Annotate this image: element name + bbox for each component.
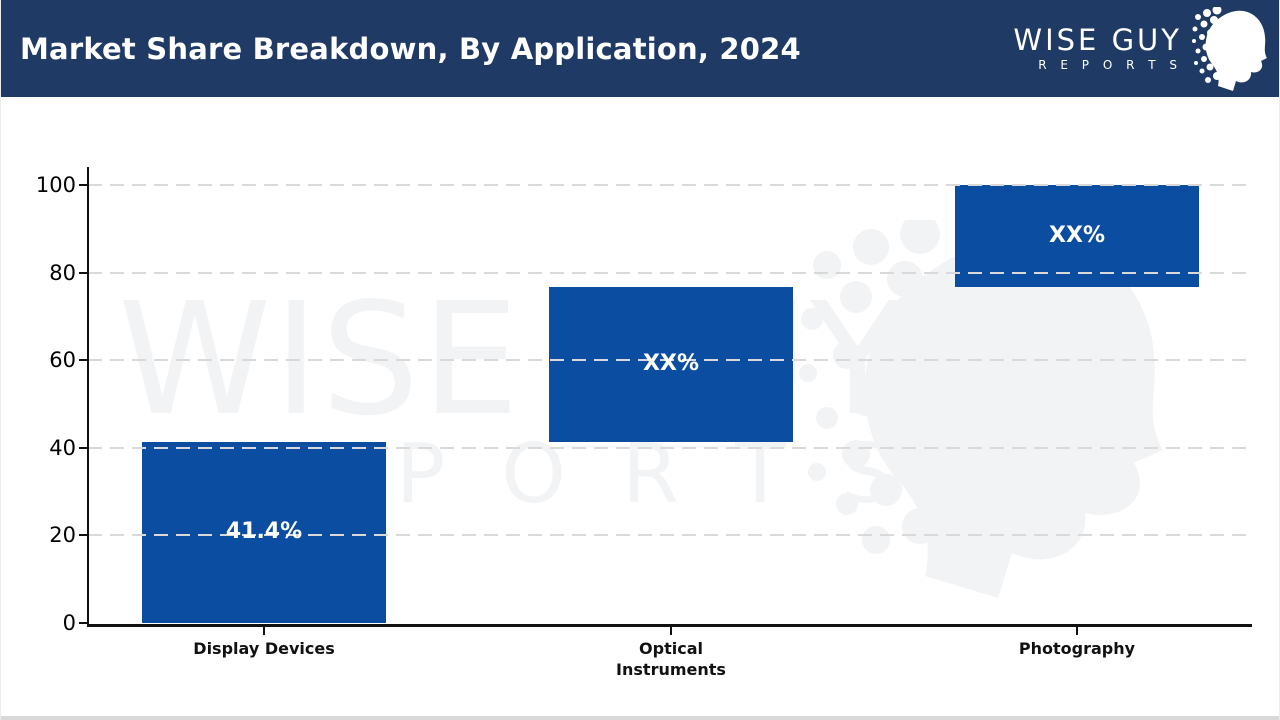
logo-text: WISE GUY R E P O R T S <box>1013 23 1182 72</box>
x-tick-mark <box>670 627 672 635</box>
y-tick-label: 20 <box>49 523 76 548</box>
y-tick-mark <box>79 184 88 186</box>
header-bar: Market Share Breakdown, By Application, … <box>0 0 1280 97</box>
y-tick-label: 100 <box>35 173 76 197</box>
x-axis-line <box>87 624 1252 627</box>
y-axis-line <box>87 167 89 626</box>
y-tick-mark <box>79 271 88 274</box>
y-tick-mark <box>79 446 88 449</box>
footer-strip <box>0 716 1280 720</box>
y-tick-label: 0 <box>62 611 76 635</box>
wise-guy-reports-logo: WISE GUY R E P O R T S <box>1013 0 1270 97</box>
x-category-label: Optical Instruments <box>616 639 726 679</box>
logo-head-icon <box>1192 6 1267 91</box>
y-tick-mark <box>79 622 88 624</box>
logo-reports-line: R E P O R T S <box>1038 58 1182 72</box>
bar-display-devices <box>142 441 386 623</box>
y-tick-label: 80 <box>49 260 76 285</box>
bar-value-label: 41.4% <box>225 519 303 545</box>
y-tick-mark <box>79 359 88 362</box>
y-tick-mark <box>79 534 88 537</box>
gridline-80 <box>88 271 1252 274</box>
gridline-100 <box>88 184 1252 186</box>
bar-value-label: XX% <box>643 351 699 377</box>
bar-value-label: XX% <box>1049 222 1105 248</box>
gridline-40 <box>88 446 1252 449</box>
gridline-20 <box>88 534 1252 537</box>
y-tick-label: 40 <box>49 435 76 460</box>
gridline-60 <box>88 359 1252 362</box>
y-tick-label: 60 <box>49 348 76 373</box>
logo-name-line: WISE GUY <box>1013 23 1182 57</box>
x-category-label: Display Devices <box>193 639 335 658</box>
page-title: Market Share Breakdown, By Application, … <box>20 31 801 66</box>
x-tick-mark <box>263 627 265 635</box>
x-category-label: Photography <box>1018 639 1136 658</box>
x-tick-mark <box>1076 627 1078 635</box>
bar-optical-instruments <box>549 286 793 442</box>
